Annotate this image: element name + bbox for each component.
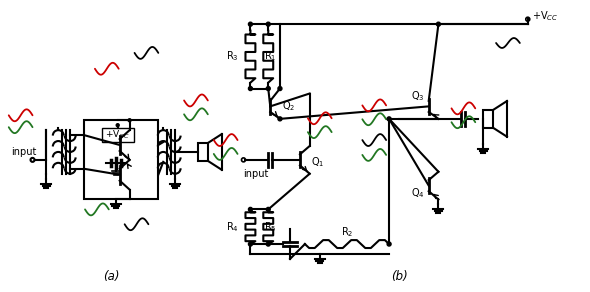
Bar — [483, 110, 493, 128]
Bar — [198, 143, 208, 161]
Circle shape — [248, 22, 253, 26]
Text: +V$_{CC}$: +V$_{CC}$ — [532, 9, 558, 23]
Bar — [102, 128, 133, 142]
Circle shape — [128, 119, 131, 122]
Text: (a): (a) — [103, 270, 120, 283]
Text: R$_3$: R$_3$ — [226, 49, 238, 63]
Text: +V$_{CC}$: +V$_{CC}$ — [106, 129, 130, 141]
Text: Q$_4$: Q$_4$ — [411, 187, 425, 200]
Text: (b): (b) — [391, 270, 407, 283]
Text: input: input — [11, 147, 36, 157]
Circle shape — [387, 242, 391, 246]
Circle shape — [278, 117, 282, 121]
Text: input: input — [244, 169, 269, 179]
Circle shape — [248, 207, 253, 211]
Circle shape — [248, 242, 253, 246]
Text: R$_4$: R$_4$ — [226, 220, 238, 234]
Text: R$_5$: R$_5$ — [264, 220, 277, 234]
Circle shape — [278, 86, 282, 91]
Circle shape — [266, 22, 270, 26]
Bar — [84, 120, 158, 199]
Circle shape — [248, 86, 253, 91]
Text: R$_1$: R$_1$ — [264, 49, 277, 63]
Circle shape — [387, 117, 391, 121]
Text: R$_2$: R$_2$ — [341, 225, 353, 239]
Text: Q$_2$: Q$_2$ — [282, 100, 295, 113]
Text: Q$_1$: Q$_1$ — [311, 155, 324, 169]
Circle shape — [266, 207, 270, 211]
Text: Q$_3$: Q$_3$ — [411, 90, 424, 103]
Circle shape — [266, 86, 270, 91]
Circle shape — [437, 22, 440, 26]
Circle shape — [266, 242, 270, 246]
